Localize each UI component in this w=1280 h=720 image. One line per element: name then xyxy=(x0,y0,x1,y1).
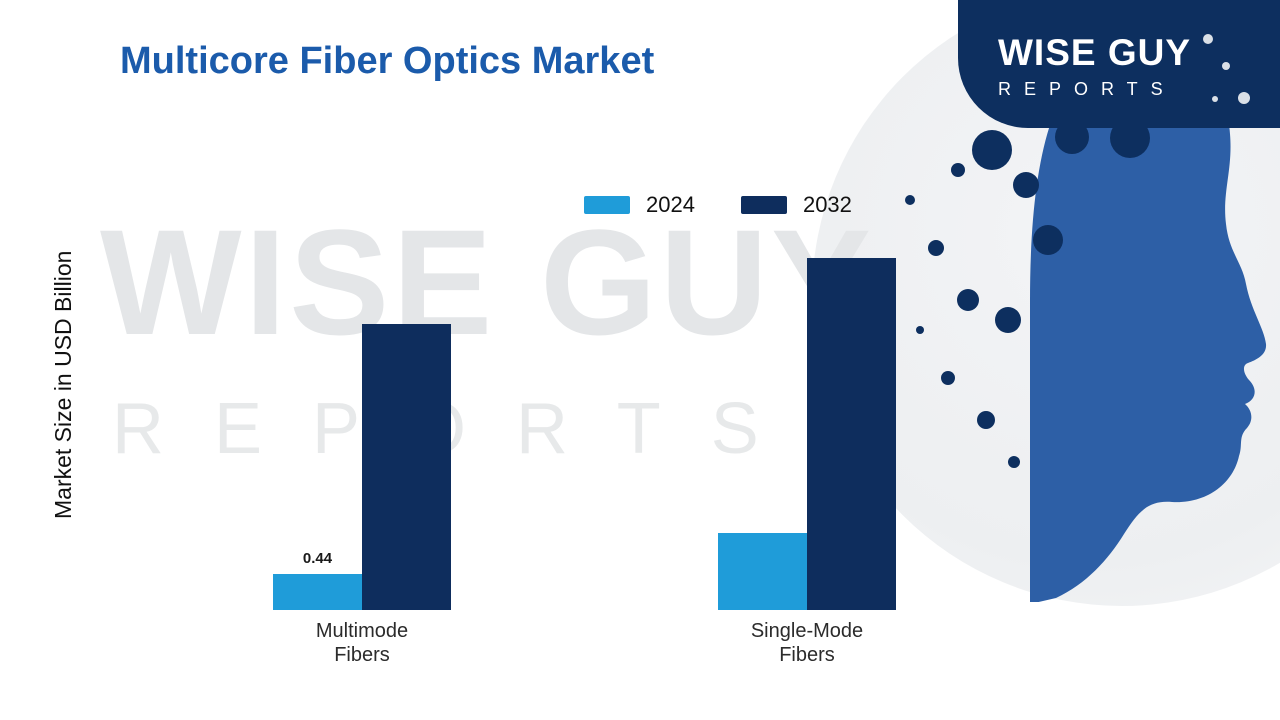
dot xyxy=(977,411,995,429)
dot xyxy=(957,289,979,311)
bar-group-single-mode-fibers: Single-Mode Fibers xyxy=(718,258,896,667)
dot xyxy=(972,130,1012,170)
chart-title: Multicore Fiber Optics Market xyxy=(120,40,655,82)
legend-item-2024: 2024 xyxy=(584,192,695,218)
category-label-single-mode-fibers: Single-Mode Fibers xyxy=(750,620,864,666)
dot xyxy=(928,240,944,256)
dot xyxy=(1013,172,1039,198)
chart-plot-area: 0.44 Multimode Fibers Single-Mode Fibers xyxy=(120,167,940,667)
legend-label-2032: 2032 xyxy=(802,192,852,217)
bar-2032-multimode-fibers xyxy=(362,324,451,610)
bar-2024-multimode-fibers: 0.44 xyxy=(273,550,362,610)
dot xyxy=(1008,456,1020,468)
bar-group-multimode-fibers: 0.44 Multimode Fibers xyxy=(273,324,451,667)
dot xyxy=(1222,62,1230,70)
dot xyxy=(951,163,965,177)
watermark-line1: WISE GUY xyxy=(100,198,875,366)
legend-label-2024: 2024 xyxy=(646,192,695,217)
dot xyxy=(941,371,955,385)
bar-2032-single-mode-fibers xyxy=(807,258,896,610)
category-label-multimode-fibers: Multimode Fibers xyxy=(315,620,409,666)
bar-value-label: 0.44 xyxy=(302,550,333,567)
dot xyxy=(995,307,1021,333)
bar-pair xyxy=(718,258,896,610)
bar-2024-single-mode-fibers xyxy=(718,533,807,610)
y-axis-label: Market Size in USD Billion xyxy=(50,250,76,520)
brand-subtitle: REPORTS xyxy=(998,79,1176,99)
dot xyxy=(905,195,915,205)
legend-item-2032: 2032 xyxy=(740,192,852,218)
dot xyxy=(1238,92,1250,104)
dot xyxy=(916,326,924,334)
bar-pair: 0.44 xyxy=(273,324,451,610)
legend-swatch-2024 xyxy=(584,196,630,214)
brand-logo: WISE GUY REPORTS xyxy=(958,0,1280,128)
brand-name: WISE GUY xyxy=(998,32,1192,73)
chart-legend: 2024 2032 xyxy=(584,192,852,218)
legend-swatch-2032 xyxy=(740,196,787,214)
face-profile-graphic xyxy=(1030,45,1267,602)
dot xyxy=(1212,96,1218,102)
dot xyxy=(1033,225,1063,255)
dot xyxy=(1203,34,1213,44)
